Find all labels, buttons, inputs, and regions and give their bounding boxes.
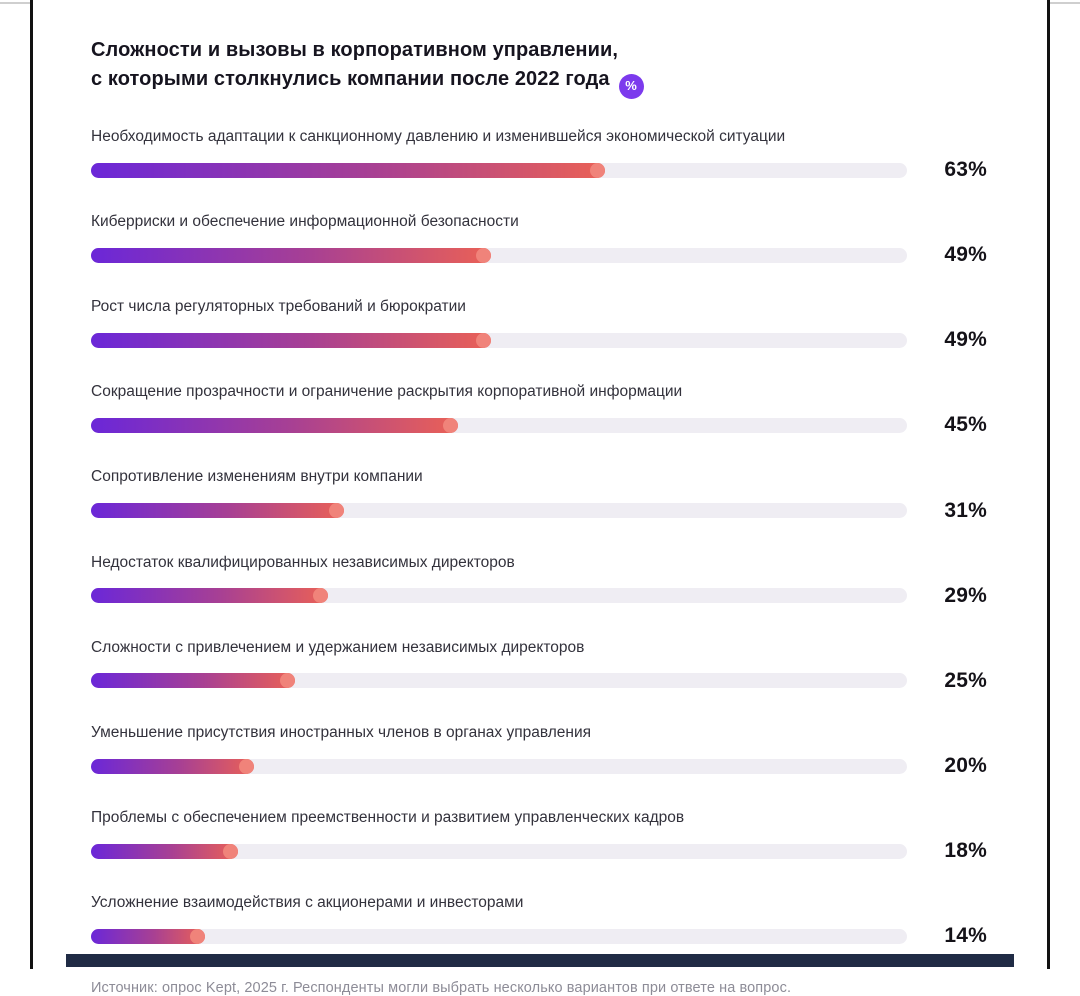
bar-row: Необходимость адаптации к санкционному д… — [91, 127, 987, 182]
bar-row: Проблемы с обеспечением преемственности … — [91, 808, 987, 863]
bar-fill — [91, 332, 491, 348]
bar-label: Уменьшение присутствия иностранных члено… — [91, 723, 591, 741]
bar-label: Рост числа регуляторных требований и бюр… — [91, 298, 466, 316]
bar-row: Сокращение прозрачности и ограничение ра… — [91, 382, 987, 437]
bar-value: 29% — [944, 583, 987, 607]
slide-bottom-bar — [66, 954, 1014, 967]
bar-fill — [91, 928, 206, 944]
bar-track — [91, 588, 907, 604]
chart-title: Сложности и вызовы в корпоративном управ… — [91, 36, 987, 99]
slide-page: Сложности и вызовы в корпоративном управ… — [30, 0, 1050, 996]
chart-title-line2: с которыми столкнулись компании после 20… — [91, 68, 610, 90]
bar-fill — [91, 843, 238, 859]
bar-fill — [91, 417, 459, 433]
bar-label: Киберриски и обеспечение информационной … — [91, 213, 519, 231]
bar-chart: Необходимость адаптации к санкционному д… — [91, 127, 987, 948]
bar-value: 14% — [944, 924, 987, 948]
bar-label: Усложнение взаимодействия с акционерами … — [91, 894, 524, 912]
bar-value: 25% — [944, 668, 987, 692]
bar-row: Киберриски и обеспечение информационной … — [91, 212, 987, 267]
bar-label: Сокращение прозрачности и ограничение ра… — [91, 383, 683, 401]
bar-row: Недостаток квалифицированных независимых… — [91, 553, 987, 608]
bar-row: Сложности с привлечением и удержанием не… — [91, 638, 987, 693]
bar-track — [91, 758, 907, 774]
bar-row: Усложнение взаимодействия с акционерами … — [91, 893, 987, 948]
bar-track — [91, 673, 907, 689]
bar-value: 49% — [944, 243, 987, 267]
source-note: Источник: опрос Kept, 2025 г. Респондент… — [91, 980, 792, 996]
bar-label: Проблемы с обеспечением преемственности … — [91, 809, 685, 827]
bar-value: 18% — [944, 839, 987, 863]
bar-value: 49% — [944, 328, 987, 352]
bar-row: Сопротивление изменениям внутри компании… — [91, 467, 987, 522]
bar-track — [91, 332, 907, 348]
bar-value: 45% — [944, 413, 987, 437]
chart-container: Сложности и вызовы в корпоративном управ… — [33, 0, 1047, 996]
bar-label: Сложности с привлечением и удержанием не… — [91, 638, 585, 656]
bar-value: 31% — [944, 498, 987, 522]
bar-row: Уменьшение присутствия иностранных члено… — [91, 723, 987, 778]
chart-title-line1: Сложности и вызовы в корпоративном управ… — [91, 39, 619, 61]
bar-track — [91, 928, 907, 944]
bar-fill — [91, 247, 491, 263]
bar-label: Сопротивление изменениям внутри компании — [91, 468, 423, 486]
bar-track — [91, 503, 907, 519]
bar-fill — [91, 588, 328, 604]
bar-fill — [91, 673, 295, 689]
bar-fill — [91, 758, 255, 774]
bar-value: 20% — [944, 754, 987, 778]
bar-fill — [91, 503, 344, 519]
bar-row: Рост числа регуляторных требований и бюр… — [91, 297, 987, 352]
bar-fill — [91, 162, 606, 178]
bar-track — [91, 162, 907, 178]
bar-value: 63% — [944, 158, 987, 182]
percent-badge-icon: % — [618, 73, 644, 99]
bar-label: Необходимость адаптации к санкционному д… — [91, 127, 786, 145]
bar-track — [91, 417, 907, 433]
bar-track — [91, 247, 907, 263]
bar-label: Недостаток квалифицированных независимых… — [91, 553, 515, 571]
bar-track — [91, 843, 907, 859]
